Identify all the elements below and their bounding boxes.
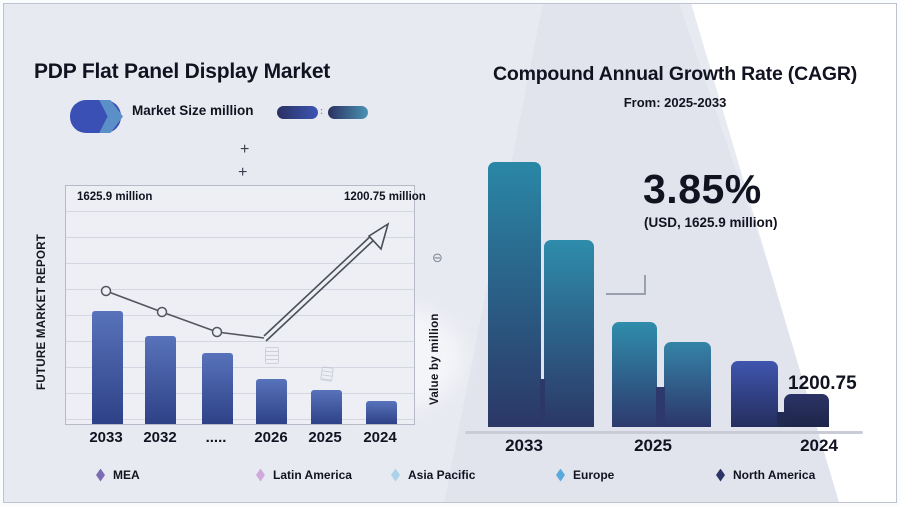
market-size-legend-label: Market Size million [132,103,254,118]
cylinder-cap-shape [99,100,123,133]
y-axis-label: Value by million [429,313,441,405]
legend-item-mea: MEA [96,467,140,483]
legend-diamond-icon [96,468,105,482]
cagr-bar [664,342,711,427]
x-axis-label: 2033 [505,436,543,455]
legend-label: Latin America [273,468,352,482]
corner-bracket-line [606,275,646,295]
market-size-bar [366,401,397,424]
x-axis-label: 2024 [800,436,838,455]
legend-diamond-icon [556,468,565,482]
market-size-bar [256,379,287,424]
market-size-bar [145,336,176,424]
ratio-separator: : [320,106,323,116]
trend-line-and-arrow [100,222,390,342]
chart-end-value: 1200.75 million [344,191,426,203]
plus-icon: + [240,141,250,158]
x-axis-label: 2024 [363,429,397,446]
x-axis-label: 2033 [89,429,123,446]
legend-diamond-icon [256,468,265,482]
ratio-pill-teal [328,106,368,119]
left-chart-title: PDP Flat Panel Display Market [34,60,331,83]
x-axis-label: 2032 [143,429,177,446]
cagr-bar [731,361,778,427]
cagr-basis-note: (USD, 1625.9 million) [644,215,778,230]
ratio-pill-blue [277,106,318,119]
cagr-bar-bridge [656,387,665,427]
legend-diamond-icon [391,468,400,482]
cagr-title: Compound Annual Growth Rate (CAGR) [492,63,858,85]
cagr-bar [612,322,657,427]
clipboard-watermark-icon [265,347,279,364]
cagr-bar [784,394,829,427]
cagr-subtitle: From: 2025-2033 [623,95,727,110]
minus-circle-icon: ⊖ [432,250,443,265]
market-size-bar [311,390,342,424]
future-market-report-watermark: FUTURE MARKET REPORT [36,233,48,391]
cagr-value: 3.85% [643,166,762,212]
x-axis-label: ..... [205,429,227,446]
chart-start-value: 1625.9 million [77,191,153,203]
legend-item-north-america: North America [716,467,815,483]
plus-icon: + [238,164,248,181]
legend-label: North America [733,468,816,482]
x-axis-label: 2025 [634,436,672,455]
cagr-bar [488,162,541,427]
legend-label: Europe [573,468,615,482]
legend-item-latin-america: Latin America [256,467,352,483]
cagr-bar-bridge [777,412,785,427]
legend-label: Asia Pacific [408,468,476,482]
right-chart-baseline [465,431,863,434]
cagr-bar-bridge [540,379,545,427]
x-axis-label: 2025 [308,429,342,446]
cagr-bar [544,240,594,427]
legend-diamond-icon [716,468,725,482]
legend-label: MEA [113,468,140,482]
end-value-label: 1200.75 [788,373,857,394]
clipboard-watermark-icon [320,366,334,382]
market-size-cylinder-icon [70,100,123,133]
legend-item-europe: Europe [556,467,614,483]
legend-item-asia-pacific: Asia Pacific [391,467,475,483]
market-size-bar [92,311,123,424]
x-axis-label: 2026 [254,429,288,446]
market-size-chart [65,185,415,425]
market-size-bar [202,353,233,424]
